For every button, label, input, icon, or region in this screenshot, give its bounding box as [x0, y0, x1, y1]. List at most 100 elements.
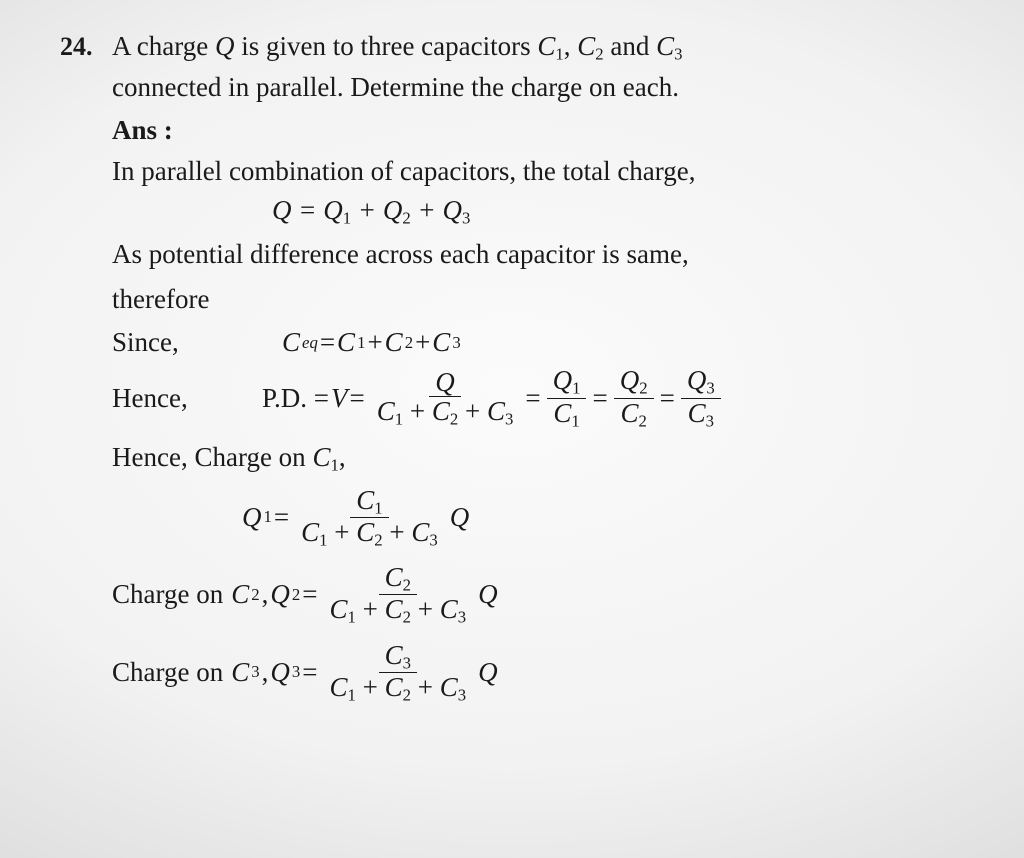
q-var-C3: C [656, 31, 674, 61]
q1-eq: = [274, 502, 289, 533]
pd-eq4: = [660, 383, 675, 414]
q3-frac: C3 C1 + C2 + C3 [323, 641, 472, 704]
pd-num-Q: Q [435, 367, 455, 397]
hc-C: C [312, 442, 330, 472]
pd-d-p1: + [403, 396, 432, 426]
q1-dS1: 1 [319, 531, 327, 550]
pd-eq1: = [350, 383, 365, 414]
eq1-s3: 3 [462, 209, 470, 228]
q3-trail: Q [478, 657, 498, 688]
q1-nS: 1 [374, 498, 382, 517]
q1-dp1: + [328, 517, 357, 547]
ceq-c1: C [337, 327, 355, 358]
q1-frac: C1 C1 + C2 + C3 [295, 486, 444, 549]
q1-Qs: 1 [264, 507, 272, 527]
eq1-p2: + [411, 195, 443, 225]
q2-nC: C [385, 562, 403, 592]
q-var-C1: C [537, 31, 555, 61]
q1-dC3: C [411, 517, 429, 547]
q3-dC2: C [385, 672, 403, 702]
q3-nS: 3 [403, 653, 411, 672]
ceq-p2: + [415, 327, 430, 358]
q-text-1: A charge [112, 31, 215, 61]
ceq-p1: + [367, 327, 382, 358]
pd-f2ns: 1 [572, 379, 580, 398]
q2-dC3: C [440, 594, 458, 624]
eq1-Q2: Q [383, 195, 403, 225]
eq1-p1: + [351, 195, 383, 225]
pd-f4n: Q [687, 365, 707, 395]
equation-pd: Hence, P.D. = V = Q C1 + C2 + C3 = Q1 C1… [112, 366, 980, 429]
pd-label: P.D. = [262, 383, 329, 414]
pd-eq3: = [592, 383, 607, 414]
pd-f2d: C [553, 398, 571, 428]
q2-lcomma: , [262, 579, 269, 610]
pd-f3ds: 2 [638, 411, 646, 430]
para-2b: therefore [112, 280, 980, 319]
ceq-c3: C [432, 327, 450, 358]
eq1-Q: Q [272, 195, 292, 225]
q-sub-2: 2 [595, 45, 603, 64]
q1-dS2: 2 [374, 531, 382, 550]
eq1-Q3: Q [442, 195, 462, 225]
para-2a: As potential difference across each capa… [112, 235, 980, 274]
pd-eq2: = [525, 383, 540, 414]
pd-frac-2: Q2 C2 [614, 366, 654, 429]
q1-dC1: C [301, 517, 319, 547]
hc-s: 1 [330, 456, 338, 475]
q2-dS1: 1 [348, 608, 356, 627]
q1-dp2: + [383, 517, 412, 547]
q-var-C2: C [577, 31, 595, 61]
q-comma-1: , [564, 31, 578, 61]
pd-d-c2: C [432, 396, 450, 426]
q2-Qs: 2 [292, 585, 300, 605]
hc-text: Hence, Charge on [112, 442, 312, 472]
page: 24. A charge Q is given to three capacit… [0, 0, 1020, 704]
q3-dS3: 3 [458, 686, 466, 705]
pd-f4ns: 3 [706, 379, 714, 398]
question-text: A charge Q is given to three capacitors … [112, 26, 980, 107]
q3-dC3: C [440, 672, 458, 702]
q2-lc: C [231, 579, 249, 610]
pd-d-s1: 1 [395, 410, 403, 429]
pd-f3d: C [620, 398, 638, 428]
q3-Qs: 3 [292, 662, 300, 682]
ceq-sub: eq [302, 333, 318, 353]
equation-q3: Charge on C3, Q3 = C3 C1 + C2 + C3 Q [112, 641, 980, 704]
q3-dp1: + [356, 672, 385, 702]
equation-q1: Q1 = C1 C1 + C2 + C3 Q [112, 486, 980, 549]
q-var-Q: Q [215, 31, 235, 61]
q3-eq: = [302, 657, 317, 688]
q2-dC2: C [385, 594, 403, 624]
q1-dS3: 3 [429, 531, 437, 550]
q3-nC: C [385, 640, 403, 670]
q1-nC: C [356, 485, 374, 515]
hence-charge-c1: Hence, Charge on C1, [112, 438, 980, 478]
q3-dS1: 1 [348, 686, 356, 705]
q-line-2: connected in parallel. Determine the cha… [112, 67, 980, 108]
ceq-s2: 2 [405, 333, 413, 353]
q1-trail: Q [450, 502, 470, 533]
pd-frac-1: Q1 C1 [547, 366, 587, 429]
equation-ceq: Since, Ceq = C1 + C2 + C3 [112, 327, 980, 358]
q3-lc: C [231, 657, 249, 688]
question-number: 24. [60, 27, 100, 66]
eq1-eq: = [292, 195, 324, 225]
pd-d-s2: 2 [450, 410, 458, 429]
q1-dC2: C [356, 517, 374, 547]
answer-label: Ans : [112, 115, 980, 146]
hence-label: Hence, [112, 383, 242, 414]
eq1-s1: 1 [343, 209, 351, 228]
eq1-Q1: Q [323, 195, 343, 225]
q2-Q: Q [270, 579, 290, 610]
q-sub-3: 3 [674, 45, 682, 64]
q2-lead: Charge on [112, 579, 223, 610]
pd-frac-main: Q C1 + C2 + C3 [371, 368, 520, 429]
pd-d-c3: C [487, 396, 505, 426]
q3-Q: Q [270, 657, 290, 688]
ceq-eq: = [320, 327, 335, 358]
hc-comma: , [339, 442, 346, 472]
equation-q2: Charge on C2, Q2 = C2 C1 + C2 + C3 Q [112, 563, 980, 626]
q3-lead: Charge on [112, 657, 223, 688]
q3-dS2: 2 [403, 686, 411, 705]
